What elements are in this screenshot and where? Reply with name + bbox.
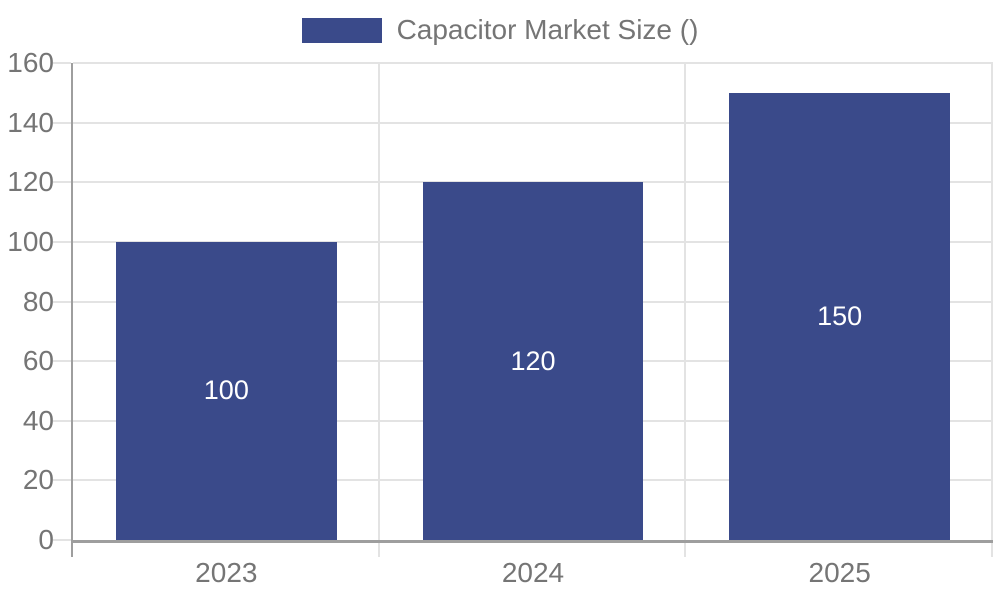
bar: 150: [729, 92, 951, 540]
y-tick-label: 160: [7, 47, 54, 78]
y-tick: [53, 62, 71, 64]
legend-swatch: [301, 17, 382, 43]
x-tick: [377, 543, 380, 557]
y-tick-label: 120: [7, 166, 54, 198]
y-tick: [53, 360, 71, 363]
h-gridline: [73, 62, 993, 64]
x-tick: [991, 543, 993, 557]
y-tick: [53, 479, 71, 482]
y-tick-label: 140: [7, 106, 54, 138]
y-tick: [53, 181, 71, 184]
v-gridline: [684, 63, 687, 540]
y-tick-label: 40: [22, 404, 54, 436]
plot-area: 0 20 40 60 80 100 120 140 160 100 2023 120 2024 150 20…: [7, 47, 993, 588]
bar: 100: [115, 241, 337, 540]
x-tick-label: 2025: [808, 557, 871, 588]
y-tick-label: 60: [22, 345, 54, 377]
h-gridline: [73, 121, 993, 124]
y-tick: [53, 121, 71, 124]
y-tick-label: 0: [38, 524, 54, 555]
bar-value-label: 150: [817, 300, 863, 331]
y-axis-extension: [71, 543, 73, 557]
y-tick-label: 80: [22, 285, 54, 317]
y-tick: [53, 539, 71, 541]
v-gridline: [991, 63, 993, 540]
bar: 120: [422, 182, 644, 540]
y-tick: [53, 240, 71, 243]
x-tick-label: 2023: [195, 557, 258, 588]
y-tick-label: 20: [22, 464, 54, 496]
legend: Capacitor Market Size (): [0, 16, 1000, 44]
bar-value-label: 120: [510, 345, 556, 376]
legend-label: Capacitor Market Size (): [396, 14, 699, 45]
x-tick: [684, 543, 687, 557]
x-tick-label: 2024: [501, 557, 565, 588]
y-tick: [53, 300, 71, 303]
y-tick-label: 100: [7, 225, 54, 257]
bar-value-label: 100: [203, 375, 249, 406]
y-tick: [53, 419, 71, 422]
v-gridline: [377, 63, 380, 540]
